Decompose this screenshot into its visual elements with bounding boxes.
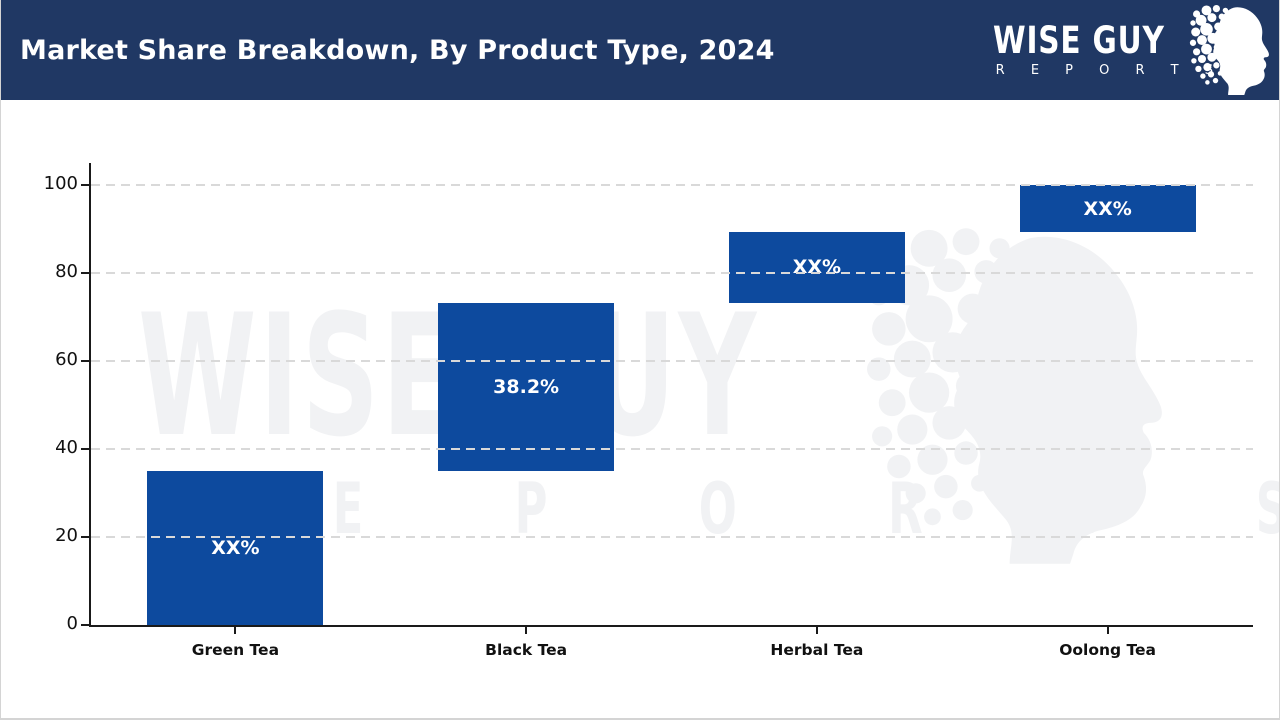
y-axis-line	[89, 163, 91, 627]
y-tick-label: 60	[55, 349, 78, 370]
y-tick-label: 20	[55, 525, 78, 546]
y-tick	[81, 536, 89, 538]
watermark-head-icon	[867, 228, 1162, 564]
y-tick-label: 0	[66, 613, 78, 634]
bar-label-oolong-tea: XX%	[1083, 197, 1132, 220]
x-tick	[815, 627, 818, 634]
y-tick-label: 80	[55, 261, 78, 282]
gridline-40	[91, 448, 1253, 450]
y-tick-label: 40	[55, 437, 78, 458]
wise-guy-logo: WISE GUY R E P O R T S	[993, 5, 1280, 95]
y-tick	[81, 360, 89, 362]
y-tick-label: 100	[43, 173, 78, 194]
y-tick	[81, 448, 89, 450]
gridline-20	[91, 536, 1253, 538]
x-axis-line	[89, 625, 1253, 627]
page-title: Market Share Breakdown, By Product Type,…	[20, 34, 775, 66]
logo-text: WISE GUY R E P O R T S	[993, 22, 1224, 78]
wise-guy-head-icon	[1189, 5, 1269, 95]
gridline-60	[91, 360, 1253, 362]
bar-black-tea: 38.2%	[438, 302, 615, 471]
bar-label-herbal-tea: XX%	[792, 256, 842, 279]
x-tick	[234, 627, 237, 634]
y-tick	[81, 272, 89, 274]
bar-green-tea: XX%	[147, 471, 324, 625]
x-tick	[525, 627, 528, 634]
x-tick-label: Oolong Tea	[1059, 641, 1157, 659]
x-tick	[1106, 627, 1109, 634]
y-tick	[81, 624, 89, 626]
y-tick	[81, 184, 89, 186]
x-tick-label: Black Tea	[485, 641, 568, 659]
header: Market Share Breakdown, By Product Type,…	[0, 0, 1280, 100]
logo-wordmark: WISE GUY	[992, 19, 1165, 62]
logo-subtitle: R E P O R T S	[995, 63, 1224, 78]
gridline-80	[91, 272, 1253, 274]
bar-label-green-tea: XX%	[211, 537, 260, 559]
gridline-100	[91, 184, 1253, 186]
bar-oolong-tea: XX%	[1019, 185, 1196, 233]
bar-label-black-tea: 38.2%	[493, 375, 560, 398]
x-tick-label: Herbal Tea	[770, 641, 864, 659]
bar-herbal-tea: XX%	[728, 232, 905, 303]
x-tick-label: Green Tea	[191, 641, 280, 659]
